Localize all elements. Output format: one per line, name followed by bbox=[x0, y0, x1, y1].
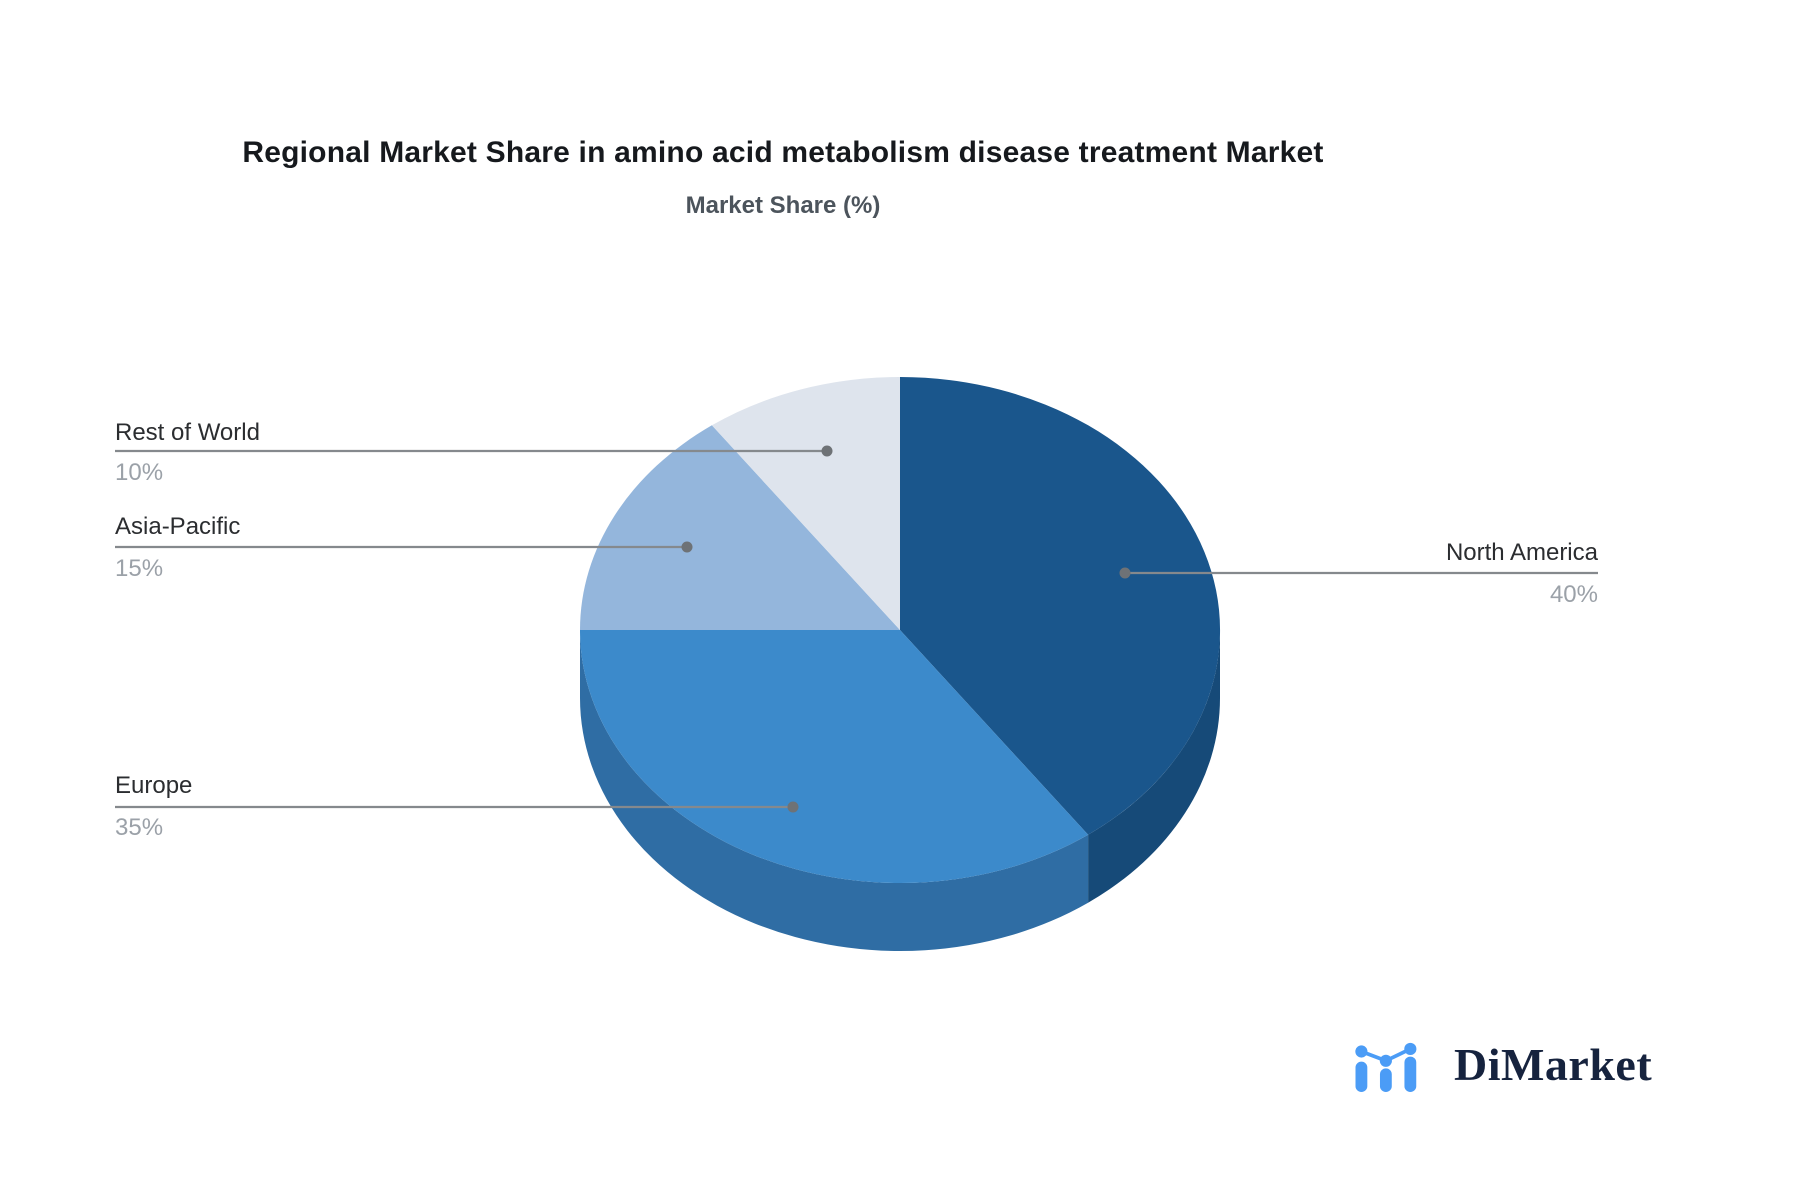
pie-slice-north-america bbox=[900, 377, 1221, 835]
callout-pct-europe: 35% bbox=[115, 814, 164, 841]
chart-subtitle: Market Share (%) bbox=[685, 192, 881, 219]
pie-slice-asia-pacific bbox=[580, 425, 900, 630]
dimarket-logo: DiMarket bbox=[1352, 1036, 1652, 1094]
bar-line-chart-icon bbox=[1355, 1042, 1417, 1092]
leader-lines-group bbox=[115, 449, 1598, 809]
leader-dot-north-america bbox=[1119, 567, 1131, 579]
callout-pct-north-america: 40% bbox=[1549, 581, 1598, 608]
callout-label-rest-of-world: Rest of World bbox=[115, 419, 260, 446]
pie-slice-side-north-america bbox=[1088, 630, 1221, 903]
pie-slices-group bbox=[580, 377, 1221, 952]
pie-slice-rest-of-world bbox=[711, 377, 900, 630]
callout-label-north-america: North America bbox=[1445, 539, 1598, 566]
logo-text: DiMarket bbox=[1454, 1039, 1653, 1090]
callout-label-europe: Europe bbox=[115, 772, 193, 799]
callout-pct-asia-pacific: 15% bbox=[115, 555, 164, 582]
leader-dots-group bbox=[681, 445, 1131, 813]
leader-dot-rest-of-world bbox=[821, 445, 833, 457]
leader-dot-asia-pacific bbox=[681, 541, 693, 553]
pie-slice-europe bbox=[580, 630, 1089, 884]
chart-title: Regional Market Share in amino acid meta… bbox=[242, 136, 1324, 169]
callout-label-asia-pacific: Asia-Pacific bbox=[115, 513, 241, 540]
leader-dot-europe bbox=[787, 801, 799, 813]
callout-pct-rest-of-world: 10% bbox=[115, 459, 164, 486]
pie-slice-side-europe bbox=[580, 630, 1089, 952]
